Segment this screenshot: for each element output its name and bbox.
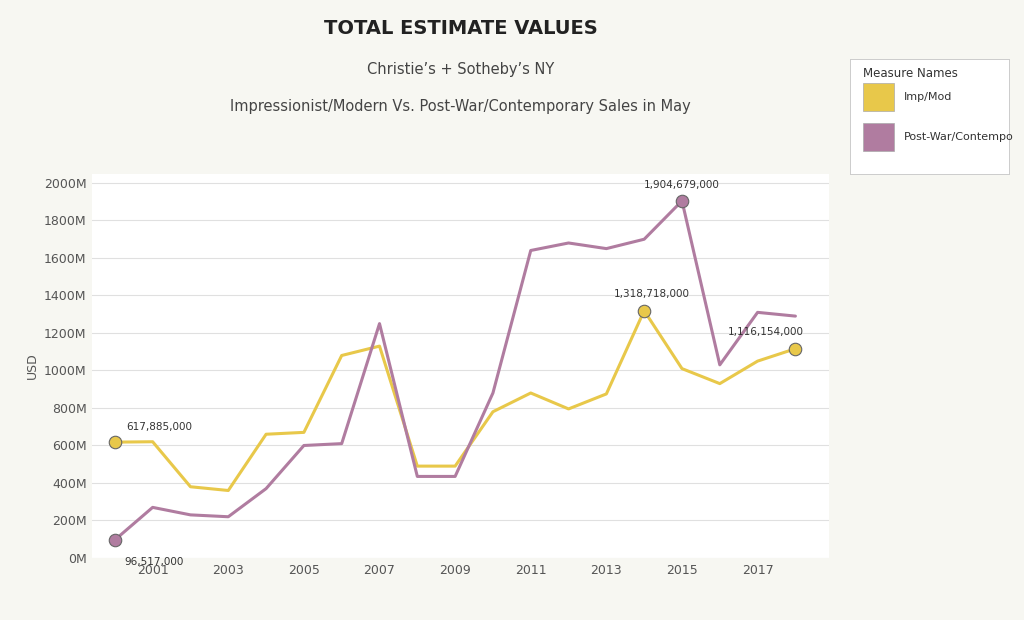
Text: Measure Names: Measure Names (862, 67, 957, 80)
Text: 1,116,154,000: 1,116,154,000 (727, 327, 804, 337)
Text: Impressionist/Modern Vs. Post-War/Contemporary Sales in May: Impressionist/Modern Vs. Post-War/Contem… (230, 99, 691, 114)
Text: Christie’s + Sotheby’s NY: Christie’s + Sotheby’s NY (368, 62, 554, 77)
FancyBboxPatch shape (862, 123, 894, 151)
Text: 96,517,000: 96,517,000 (124, 557, 183, 567)
Text: Post-War/Contempo: Post-War/Contempo (904, 132, 1014, 142)
Y-axis label: USD: USD (26, 352, 39, 379)
Text: Imp/Mod: Imp/Mod (904, 92, 952, 102)
Text: 1,318,718,000: 1,318,718,000 (614, 288, 690, 299)
Text: 617,885,000: 617,885,000 (126, 422, 193, 432)
Text: TOTAL ESTIMATE VALUES: TOTAL ESTIMATE VALUES (324, 19, 598, 38)
Text: 1,904,679,000: 1,904,679,000 (644, 180, 720, 190)
FancyBboxPatch shape (862, 83, 894, 110)
